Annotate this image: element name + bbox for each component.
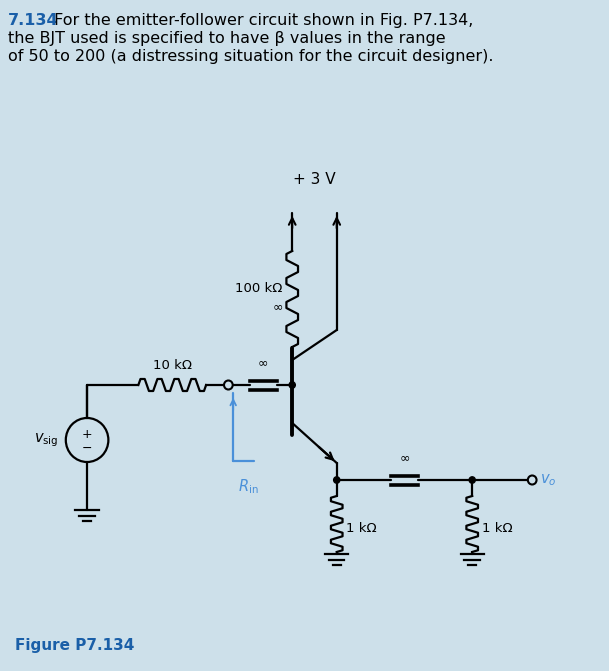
Text: $R_\mathrm{in}$: $R_\mathrm{in}$: [238, 477, 259, 496]
Circle shape: [528, 476, 537, 484]
Text: ∞: ∞: [258, 356, 269, 370]
Text: −: −: [82, 442, 93, 454]
Text: 7.134: 7.134: [8, 13, 58, 28]
Text: $v_o$: $v_o$: [540, 472, 557, 488]
Text: 1 kΩ: 1 kΩ: [482, 523, 513, 535]
Text: of 50 to 200 (a distressing situation for the circuit designer).: of 50 to 200 (a distressing situation fo…: [8, 49, 493, 64]
Circle shape: [289, 382, 295, 389]
Text: 1 kΩ: 1 kΩ: [347, 523, 377, 535]
Text: 100 kΩ: 100 kΩ: [235, 282, 283, 295]
Text: $v_\mathrm{sig}$: $v_\mathrm{sig}$: [33, 431, 58, 449]
Text: + 3 V: + 3 V: [293, 172, 336, 187]
Text: Figure P7.134: Figure P7.134: [15, 638, 134, 653]
Text: ∞: ∞: [400, 452, 410, 464]
Text: 10 kΩ: 10 kΩ: [153, 359, 192, 372]
Circle shape: [334, 477, 340, 483]
Text: +: +: [82, 427, 93, 440]
Text: ∞: ∞: [272, 301, 283, 313]
Circle shape: [224, 380, 233, 389]
Circle shape: [469, 477, 475, 483]
Text: the BJT used is specified to have β values in the range: the BJT used is specified to have β valu…: [8, 31, 445, 46]
Text: For the emitter-follower circuit shown in Fig. P7.134,: For the emitter-follower circuit shown i…: [49, 13, 474, 28]
